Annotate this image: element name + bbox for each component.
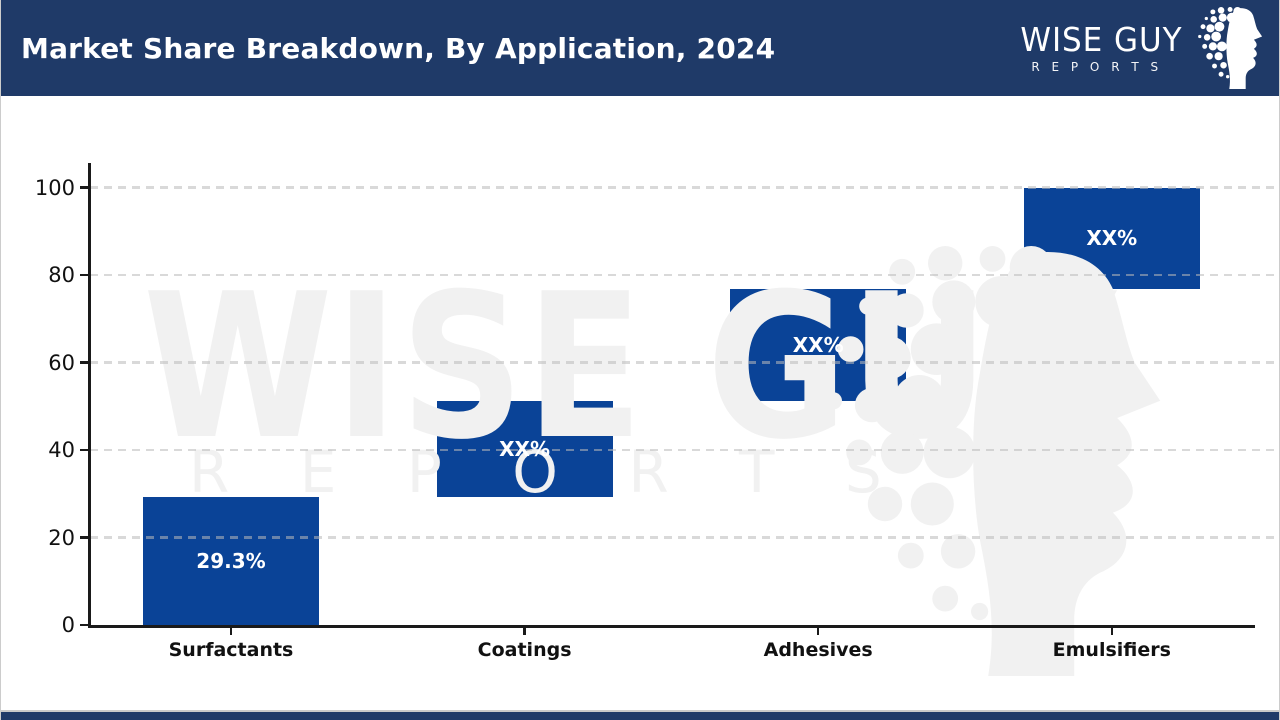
x-axis-label-adhesives: Adhesives: [763, 639, 873, 661]
y-tick-label-60: 60: [48, 350, 75, 375]
x-tick-mark-emulsifiers: [1110, 627, 1114, 635]
bar-surfactants: [143, 496, 319, 625]
bar-coatings: [436, 400, 613, 497]
page-title: Market Share Breakdown, By Application, …: [21, 31, 776, 65]
gridline-20: [90, 536, 1275, 539]
wiseguy-logo: WISE GUY R E P O R T S: [1010, 4, 1267, 92]
gridline-40: [90, 448, 1275, 452]
y-tick-label-20: 20: [48, 525, 75, 550]
bottom-divider: [1, 710, 1279, 712]
y-axis-line: [88, 163, 91, 627]
y-tick-mark-80: [80, 273, 89, 277]
x-axis-line: [88, 625, 1255, 628]
logo-text: WISE GUY R E P O R T S: [1010, 23, 1183, 74]
y-tick-label-80: 80: [48, 263, 75, 287]
gridline-80: [90, 273, 1275, 277]
y-tick-label-40: 40: [48, 438, 75, 462]
gridline-60: [90, 361, 1275, 364]
y-tick-mark-100: [80, 186, 89, 189]
bar-value-label: XX%: [499, 436, 551, 461]
y-tick-mark-20: [80, 536, 89, 539]
footer-bar: [1, 712, 1279, 720]
x-tick-mark-surfactants: [229, 627, 233, 635]
y-tick-label-0: 0: [61, 613, 75, 637]
y-tick-mark-40: [80, 448, 89, 452]
bar-value-label: XX%: [1086, 226, 1138, 251]
logo-subtext: R E P O R T S: [1031, 59, 1163, 74]
gridline-100: [90, 186, 1275, 189]
x-axis-label-emulsifiers: Emulsifiers: [1052, 639, 1171, 661]
y-tick-label-100: 100: [34, 175, 75, 200]
x-tick-mark-adhesives: [816, 627, 820, 635]
x-axis-label-surfactants: Surfactants: [168, 639, 294, 661]
logo-wordmark: WISE GUY: [1020, 19, 1183, 59]
wiseguy-head-icon: [1198, 7, 1263, 89]
y-tick-mark-0: [80, 623, 89, 627]
bar-value-label: 29.3%: [196, 548, 266, 573]
x-axis-label-coatings: Coatings: [477, 639, 572, 661]
y-tick-mark-60: [80, 361, 89, 364]
watermark-head-icon: [824, 246, 1161, 676]
header: Market Share Breakdown, By Application, …: [1, 0, 1279, 96]
x-tick-mark-coatings: [523, 627, 526, 635]
bar-value-label: XX%: [792, 332, 844, 357]
